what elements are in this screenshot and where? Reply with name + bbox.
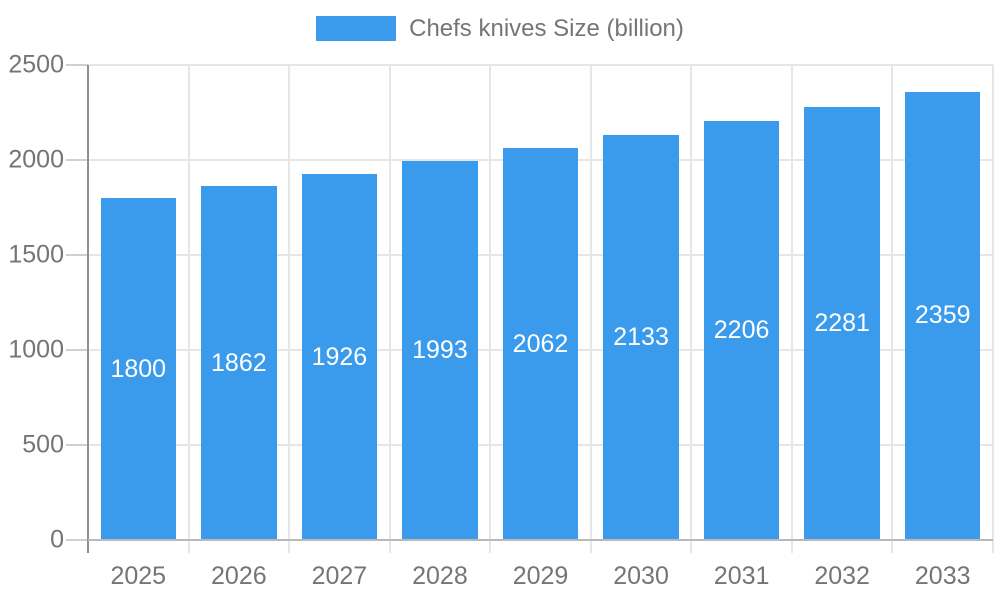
gridline-horizontal [88,64,993,66]
gridline-vertical [489,65,492,553]
x-axis-tick-label: 2029 [512,562,569,590]
gridline-vertical [589,65,592,553]
gridline-vertical [992,65,994,553]
x-axis-tick-label: 2032 [814,562,870,590]
y-axis-tick [66,159,88,161]
gridline-vertical [388,65,391,553]
bar-value-label: 2206 [713,315,770,344]
plot-area: 0 500 1000 1500 2000 2500 1800 2025 1862 2026 1926… [8,52,994,589]
bar-value-label: 1993 [412,336,468,365]
bar[interactable]: 2281 [804,106,880,540]
x-axis-tick-label: 2025 [110,562,167,590]
bar-value-label: 2359 [914,301,971,330]
x-axis-tick-label: 2031 [713,562,770,590]
bar[interactable]: 2359 [905,91,981,540]
bar-value-label: 2281 [814,308,870,337]
gridline-vertical [790,65,793,553]
bar-value-label: 2062 [512,329,569,358]
legend-swatch-icon [316,16,397,41]
y-axis-tick [66,64,88,66]
bar[interactable]: 1862 [201,186,277,540]
x-axis-tick-label: 2027 [311,562,368,590]
x-axis-tick-label: 2033 [914,562,971,590]
bar[interactable]: 2206 [703,120,780,540]
y-axis-tick [66,254,88,256]
y-axis-tick-label: 0 [50,525,64,554]
legend-label: Chefs knives Size (billion) [409,14,684,42]
bar[interactable]: 1926 [301,174,378,540]
y-axis-tick-label: 1000 [8,335,64,364]
bar-value-label: 1862 [211,348,267,377]
x-axis-tick-label: 2028 [412,562,468,590]
y-axis-line [87,65,89,553]
x-axis-tick-label: 2030 [613,562,669,590]
gridline-vertical [690,65,693,553]
bar-value-label: 1926 [311,342,368,371]
gridline-vertical [187,65,190,553]
y-axis-tick-label: 2000 [8,145,64,174]
y-axis-tick [66,444,88,446]
y-axis-tick [66,349,88,351]
bar[interactable]: 2062 [502,148,579,540]
y-axis-tick [66,539,88,541]
y-axis-tick-label: 500 [22,430,64,459]
bar-value-label: 1800 [110,354,167,383]
y-axis-tick-label: 2500 [8,50,64,79]
bar[interactable]: 1993 [402,161,478,540]
gridline-vertical [288,65,291,553]
bar[interactable]: 2133 [603,134,679,540]
x-axis-tick-label: 2026 [211,562,267,590]
gridline-vertical [891,65,894,553]
legend-item[interactable]: Chefs knives Size (billion) [0,16,1000,41]
y-axis-tick-label: 1500 [8,240,64,269]
x-axis-line [88,539,993,541]
bar[interactable]: 1800 [100,198,176,540]
bar-value-label: 2133 [613,322,669,351]
